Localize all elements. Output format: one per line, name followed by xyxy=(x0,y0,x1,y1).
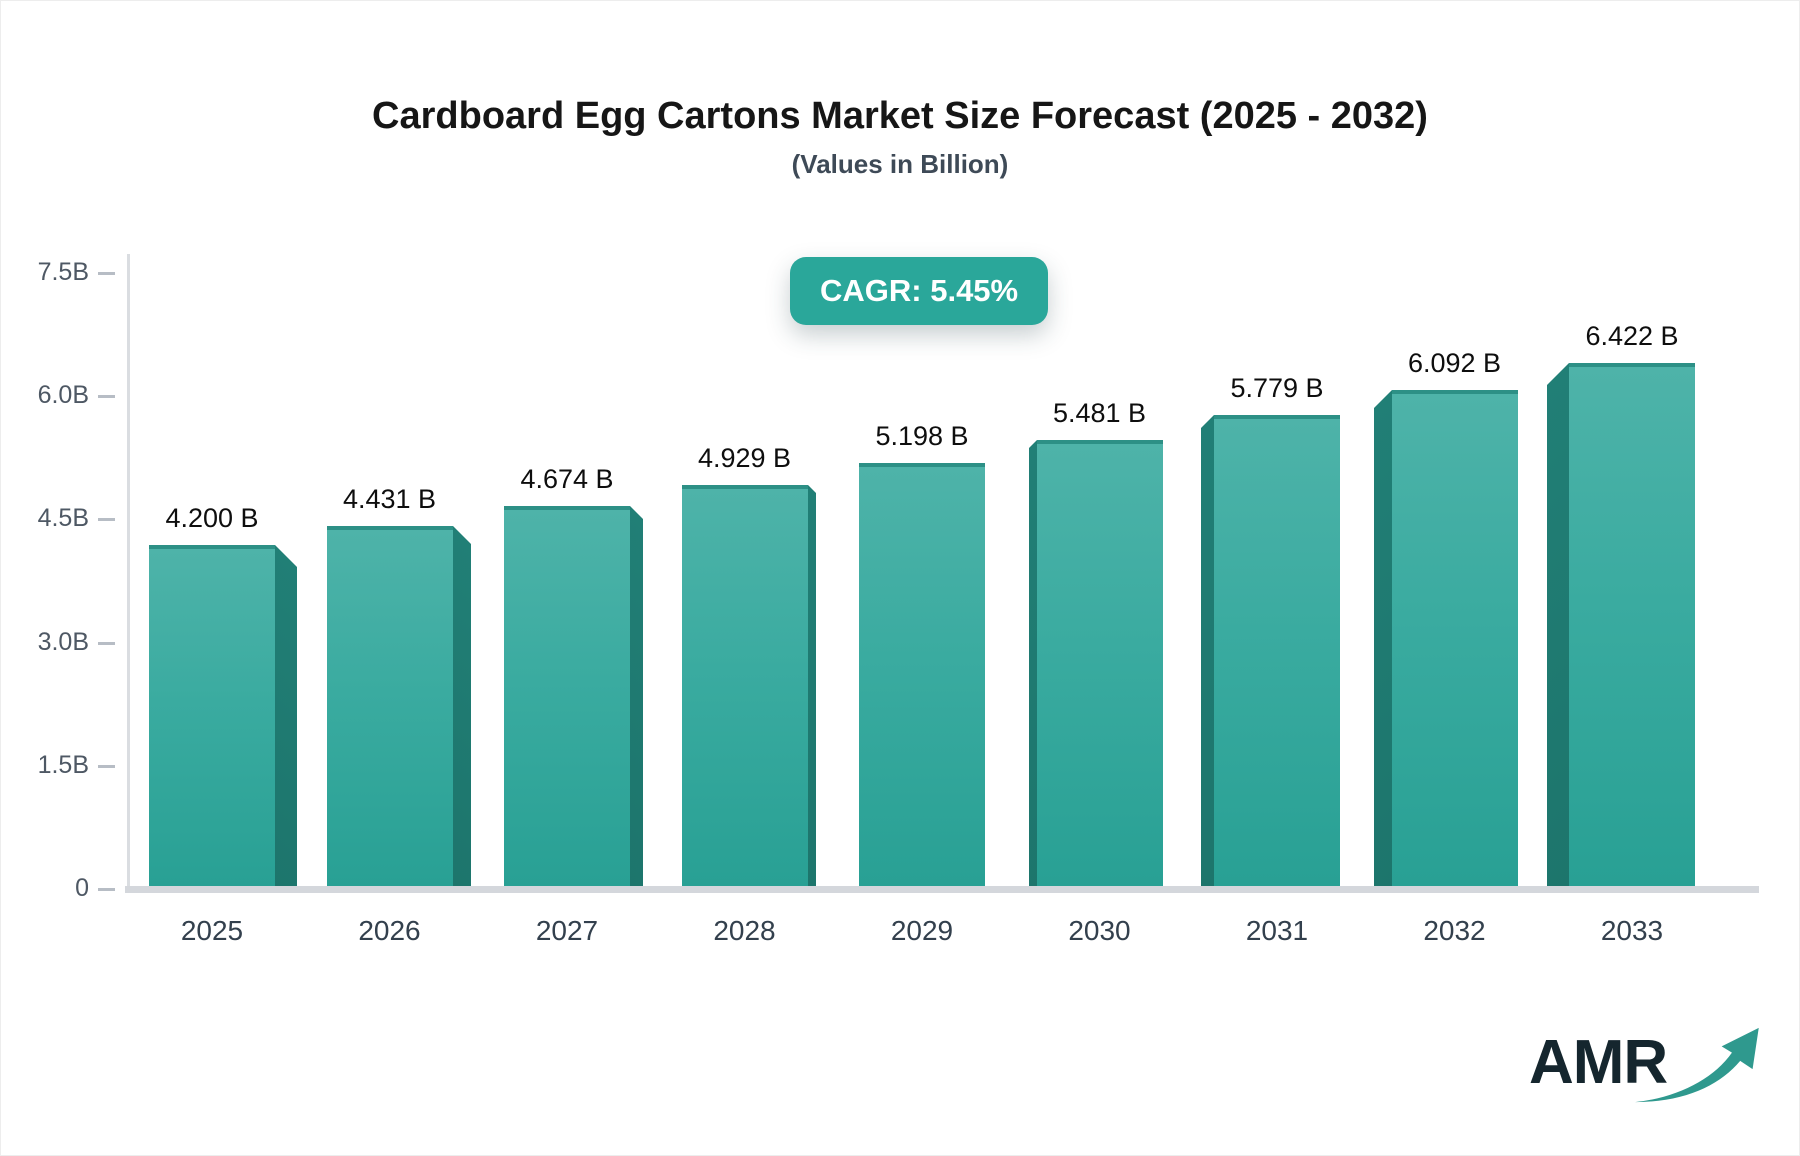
x-tick-label-2032: 2032 xyxy=(1423,915,1486,946)
y-tick-mark-0 xyxy=(98,888,115,891)
bar-2027[interactable] xyxy=(504,506,630,890)
x-tick-label-2025: 2025 xyxy=(180,915,244,946)
y-tick-mark-4.5B xyxy=(98,518,115,522)
growth-arrow-icon xyxy=(1635,1027,1759,1103)
bar-side-2030 xyxy=(1028,439,1037,890)
x-tick-label-2029: 2029 xyxy=(890,915,954,946)
y-tick-label-4.5B: 4.5B xyxy=(37,504,89,533)
x-tick-label-2030: 2030 xyxy=(1068,915,1131,946)
cagr-badge: CAGR: 5.45% xyxy=(790,257,1049,325)
amr-logo-text: AMR xyxy=(1529,1028,1668,1097)
bar-2029[interactable] xyxy=(859,463,985,890)
chart-title: Cardboard Egg Cartons Market Size Foreca… xyxy=(372,95,1428,137)
bar-2032[interactable] xyxy=(1391,389,1518,890)
y-axis-line xyxy=(127,254,130,890)
x-tick-label-2033: 2033 xyxy=(1600,915,1664,946)
bar-2030[interactable] xyxy=(1036,439,1163,890)
x-tick-label-2031: 2031 xyxy=(1245,915,1309,946)
x-tick-label-2027: 2027 xyxy=(535,915,599,946)
chart-plot-area xyxy=(1,1,1799,890)
y-tick-mark-6.0B xyxy=(98,395,115,399)
bar-side-2031 xyxy=(1201,415,1214,890)
bar-2031[interactable] xyxy=(1214,415,1340,890)
bar-2026[interactable] xyxy=(326,526,453,890)
chart-subtitle: (Values in Billion) xyxy=(791,149,1009,179)
bar-side-2033 xyxy=(1547,362,1569,890)
bar-value-2027: 4.674 B xyxy=(520,464,614,495)
bar-2025[interactable] xyxy=(149,545,275,890)
x-axis-baseline xyxy=(125,886,1759,893)
x-tick-label-2026: 2026 xyxy=(358,915,421,946)
bar-value-2030: 5.481 B xyxy=(1052,397,1147,428)
y-tick-label-0: 0 xyxy=(75,874,89,902)
bar-side-2025 xyxy=(275,545,297,890)
y-tick-label-3.0B: 3.0B xyxy=(37,627,89,656)
bar-value-2029: 5.198 B xyxy=(875,421,969,452)
bar-value-2033: 6.422 B xyxy=(1585,320,1679,351)
bar-value-2031: 5.779 B xyxy=(1230,373,1324,404)
x-tick-label-2028: 2028 xyxy=(713,915,776,946)
amr-logo: AMR xyxy=(1529,1027,1779,1117)
bar-side-2032 xyxy=(1373,389,1392,890)
bar-value-2032: 6.092 B xyxy=(1407,347,1502,378)
bar-value-2026: 4.431 B xyxy=(342,484,437,515)
y-tick-mark-7.5B xyxy=(98,272,115,275)
bar-side-2027 xyxy=(630,506,643,890)
y-tick-mark-3.0B xyxy=(98,641,115,645)
bar-2033[interactable] xyxy=(1569,362,1695,890)
bar-2028[interactable] xyxy=(681,485,808,890)
bar-side-2028 xyxy=(807,485,816,890)
bar-side-2026 xyxy=(452,526,471,890)
y-tick-mark-1.5B xyxy=(98,764,115,768)
bar-value-2028: 4.929 B xyxy=(697,443,792,474)
y-tick-label-6.0B: 6.0B xyxy=(37,381,89,410)
y-tick-label-7.5B: 7.5B xyxy=(37,258,89,286)
bar-value-2025: 4.200 B xyxy=(165,503,259,534)
y-tick-label-1.5B: 1.5B xyxy=(37,750,89,779)
